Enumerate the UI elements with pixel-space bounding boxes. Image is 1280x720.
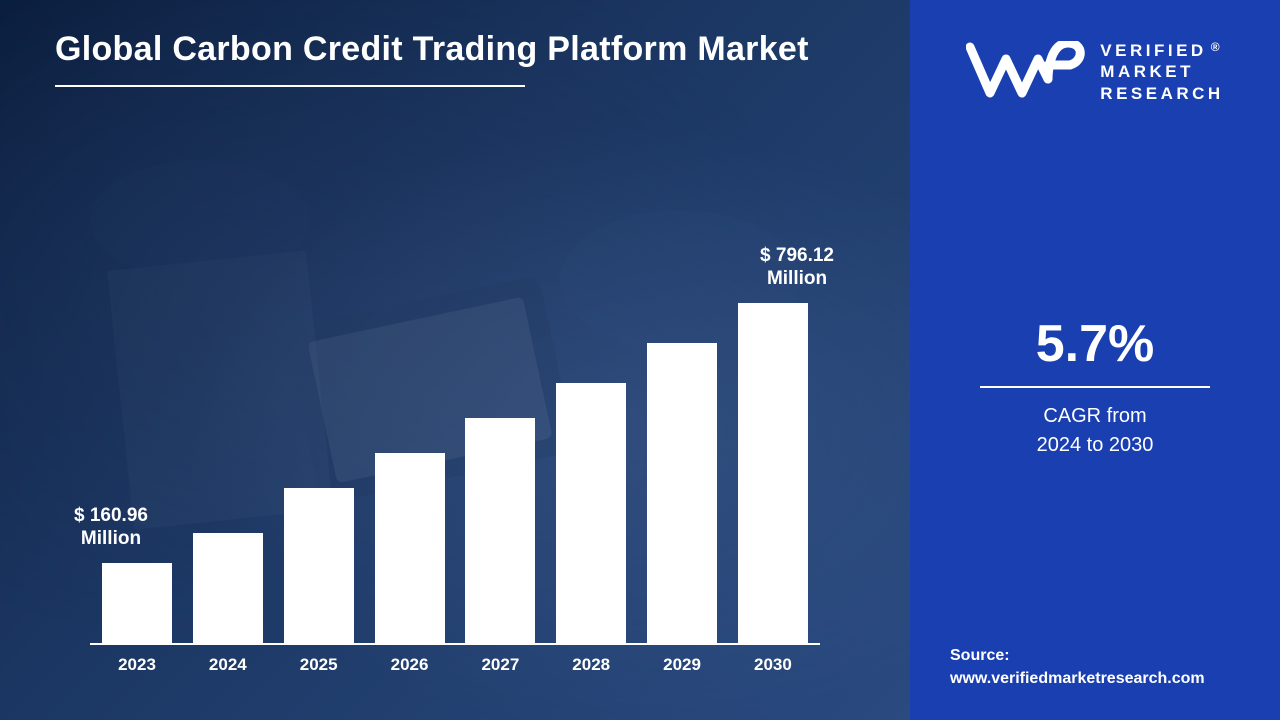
bar-rect (647, 343, 717, 643)
bar-2027: 2027 (465, 418, 535, 643)
bar-year-label: 2026 (375, 655, 445, 675)
bar-year-label: 2029 (647, 655, 717, 675)
bar-2029: 2029 (647, 343, 717, 643)
source-label: Source: (950, 645, 1260, 667)
bar-rect (738, 303, 808, 643)
bar-rect (284, 488, 354, 643)
bar-2026: 2026 (375, 453, 445, 643)
bar-2025: 2025 (284, 488, 354, 643)
logo-text: VERIFIED® MARKET RESEARCH (1100, 40, 1223, 104)
cagr-value: 5.7% (980, 314, 1210, 374)
source-url: www.verifiedmarketresearch.com (950, 668, 1260, 690)
page-title: Global Carbon Credit Trading Platform Ma… (55, 28, 855, 71)
bar-rect (375, 453, 445, 643)
logo-block: VERIFIED® MARKET RESEARCH (966, 40, 1223, 104)
bars-row: 2023 2024 2025 2026 2027 2028 (90, 243, 820, 643)
bar-year-label: 2028 (556, 655, 626, 675)
bar-rect (102, 563, 172, 643)
cagr-caption: CAGR from 2024 to 2030 (980, 402, 1210, 460)
bar-year-label: 2023 (102, 655, 172, 675)
cagr-block: 5.7% CAGR from 2024 to 2030 (980, 314, 1210, 460)
registered-mark: ® (1211, 40, 1223, 54)
bar-year-label: 2030 (738, 655, 808, 675)
vmr-logo-icon (966, 41, 1086, 103)
bar-rect (556, 383, 626, 643)
source-block: Source: www.verifiedmarketresearch.com (950, 645, 1260, 690)
bar-year-label: 2027 (465, 655, 535, 675)
bar-2024: 2024 (193, 533, 263, 643)
bar-year-label: 2025 (284, 655, 354, 675)
title-block: Global Carbon Credit Trading Platform Ma… (55, 28, 855, 87)
bar-2028: 2028 (556, 383, 626, 643)
title-underline (55, 85, 525, 87)
bar-year-label: 2024 (193, 655, 263, 675)
x-axis-line (90, 643, 820, 645)
bar-rect (465, 418, 535, 643)
side-panel: VERIFIED® MARKET RESEARCH 5.7% CAGR from… (910, 0, 1280, 720)
bar-rect (193, 533, 263, 643)
bar-2023: 2023 (102, 563, 172, 643)
cagr-underline (980, 386, 1210, 388)
bar-chart: $ 160.96Million $ 796.12Million 2023 202… (90, 205, 820, 685)
main-panel: Global Carbon Credit Trading Platform Ma… (0, 0, 910, 720)
bar-2030: 2030 (738, 303, 808, 643)
